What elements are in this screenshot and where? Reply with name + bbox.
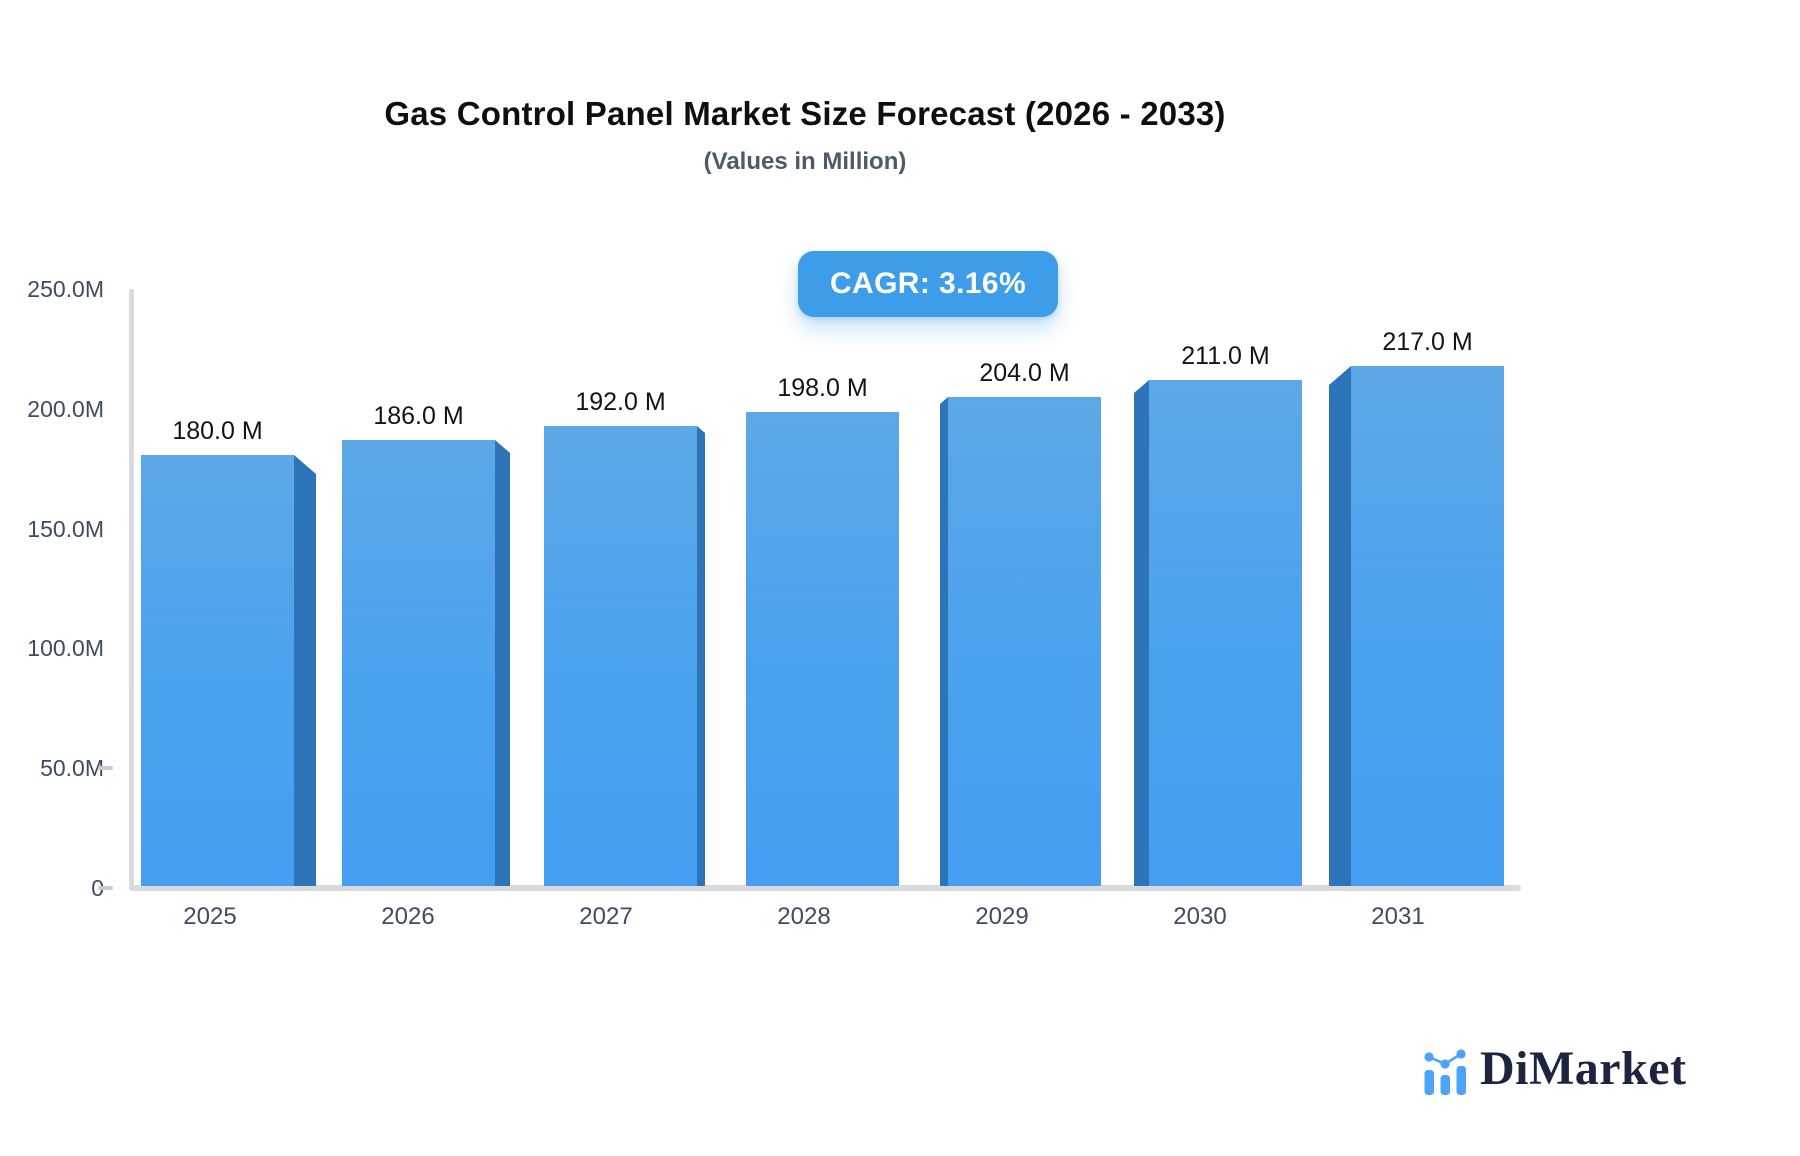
bar-value-label: 180.0 M: [172, 417, 263, 445]
bar-face: [1149, 380, 1302, 886]
bar-value-label: 192.0 M: [575, 388, 666, 416]
x-axis-label: 2027: [579, 903, 633, 930]
bar-2030: 211.0 M: [1134, 342, 1302, 886]
bar-side-3d: [697, 426, 705, 886]
y-axis-tick-label: 0: [0, 874, 104, 902]
bar-side-3d: [1329, 366, 1351, 886]
bar-2025: 180.0 M: [141, 417, 316, 886]
bar-chart-logo-icon: [1424, 1049, 1466, 1095]
y-axis-tick-label: 100.0M: [27, 635, 104, 661]
y-axis-line: [129, 289, 134, 886]
bar-2029: 204.0 M: [940, 359, 1101, 886]
bar-value-label: 186.0 M: [373, 402, 464, 430]
y-axis-tick-label: 250.0M: [27, 276, 104, 302]
bar-face: [544, 426, 697, 886]
chart-title: Gas Control Panel Market Size Forecast (…: [384, 95, 1226, 132]
bar-side-3d: [495, 440, 510, 886]
cagr-badge: CAGR: 3.16%: [798, 251, 1058, 317]
bar-face: [141, 455, 294, 886]
x-axis-label: 2026: [381, 903, 435, 930]
y-axis-tick-label: 200.0M: [27, 396, 104, 422]
bar-face: [1351, 366, 1504, 886]
bar-value-label: 217.0 M: [1382, 328, 1473, 356]
bar-side-3d: [940, 397, 948, 886]
cagr-badge-label: CAGR: 3.16%: [829, 267, 1027, 300]
logo-text: DiMarket: [1480, 1042, 1687, 1095]
dimarket-logo: DiMarket: [1422, 1043, 1687, 1095]
bar-face: [948, 397, 1101, 886]
x-axis-label: 2030: [1173, 903, 1227, 930]
chart-subtitle: (Values in Million): [703, 148, 907, 175]
bar-2026: 186.0 M: [342, 402, 510, 886]
x-axis-label: 2031: [1371, 903, 1425, 930]
bar-value-label: 204.0 M: [979, 359, 1070, 387]
bar-side-3d: [294, 455, 316, 886]
x-axis-label: 2025: [183, 903, 237, 930]
x-axis-label: 2028: [777, 903, 831, 930]
y-axis-tick-mark: [98, 886, 113, 890]
bar-face: [746, 412, 899, 886]
y-axis-tick-label: 150.0M: [27, 516, 104, 542]
bar-value-label: 211.0 M: [1181, 342, 1270, 370]
y-axis-tick-label: 50.0M: [40, 755, 104, 781]
bar-value-label: 198.0 M: [777, 374, 868, 402]
bar-2027: 192.0 M: [544, 388, 705, 886]
x-axis-label: 2029: [975, 903, 1029, 930]
bar-2028: 198.0 M: [746, 374, 899, 886]
bar-2031: 217.0 M: [1329, 328, 1504, 886]
x-axis-baseline: [129, 885, 1521, 891]
bar-face: [342, 440, 495, 886]
bar-side-3d: [1134, 380, 1149, 886]
y-axis-tick-mark: [98, 766, 113, 770]
